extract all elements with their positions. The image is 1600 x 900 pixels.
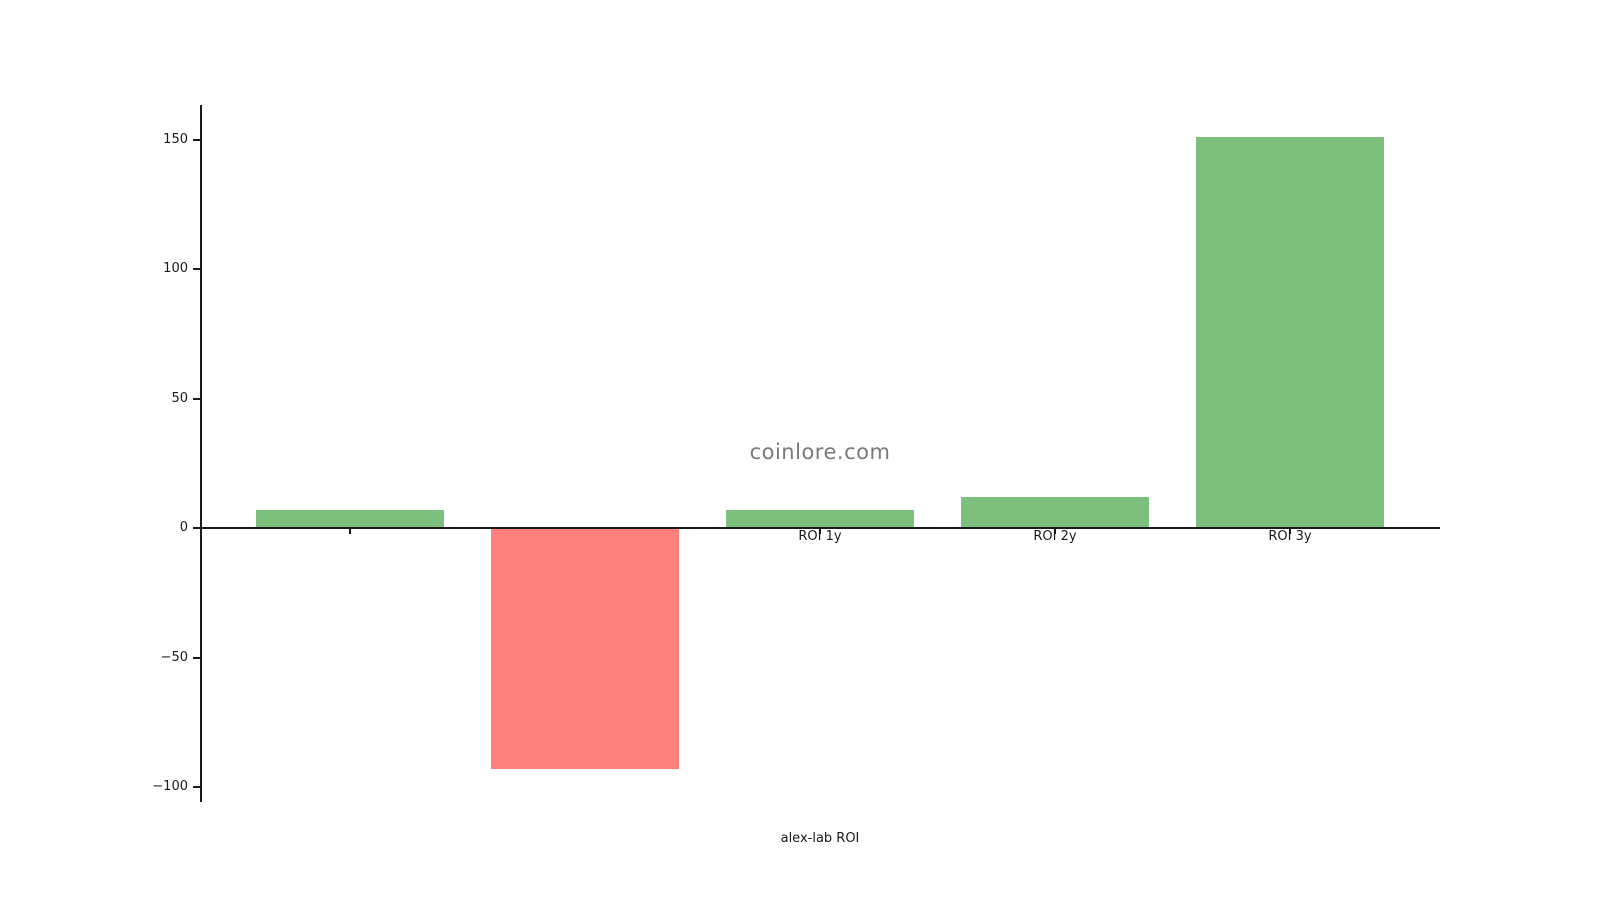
bar-roi-2y xyxy=(961,496,1149,528)
x-axis-line xyxy=(200,527,1440,529)
y-tick-label: −100 xyxy=(152,779,188,794)
y-tick-mark xyxy=(193,656,200,659)
y-tick-label: 0 xyxy=(179,520,188,535)
y-tick-mark xyxy=(193,397,200,400)
bar-unlabeled-2 xyxy=(491,528,679,769)
x-tick-label: ROI 2y xyxy=(1033,529,1077,544)
y-tick-label: 100 xyxy=(163,261,188,276)
watermark-text: coinlore.com xyxy=(749,440,891,464)
x-tick-mark xyxy=(349,528,351,534)
x-tick-mark xyxy=(1054,528,1056,534)
y-tick-label: 150 xyxy=(163,131,188,147)
bar-roi-3y xyxy=(1196,136,1384,528)
y-tick-label: 50 xyxy=(171,390,188,406)
y-axis-spine xyxy=(200,105,202,802)
x-tick-mark xyxy=(1289,528,1291,534)
bar-unlabeled-1 xyxy=(256,509,444,528)
y-tick-mark xyxy=(193,527,200,529)
bar-roi-1y xyxy=(726,509,914,528)
x-axis-title: alex-lab ROI xyxy=(780,831,860,846)
y-tick-mark xyxy=(193,138,200,141)
y-tick-mark xyxy=(193,786,200,788)
x-tick-mark xyxy=(819,528,821,534)
y-tick-mark xyxy=(193,268,200,270)
x-tick-label: ROI 1y xyxy=(798,529,842,544)
y-tick-label: −50 xyxy=(160,649,188,665)
x-tick-label: ROI 3y xyxy=(1268,529,1312,544)
